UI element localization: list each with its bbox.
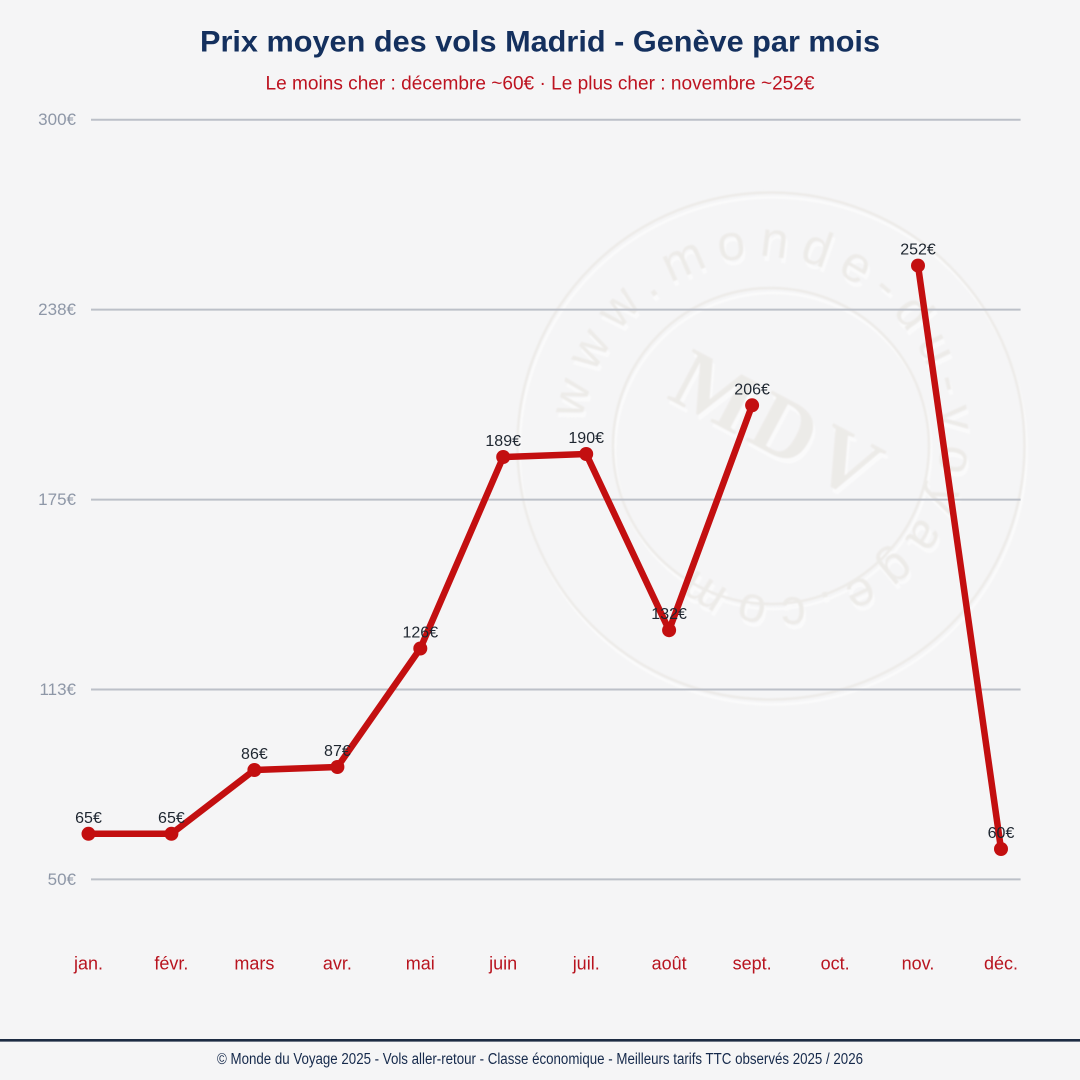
svg-text:© Monde du Voyage 2025 - Vols: © Monde du Voyage 2025 - Vols aller-reto…: [217, 1051, 863, 1068]
svg-text:Prix moyen des vols Madrid - G: Prix moyen des vols Madrid - Genève par …: [200, 26, 880, 59]
svg-text:87€: 87€: [324, 743, 351, 760]
svg-text:juil.: juil.: [572, 954, 600, 974]
svg-text:189€: 189€: [485, 433, 521, 450]
svg-text:190€: 190€: [568, 430, 604, 447]
svg-text:nov.: nov.: [902, 954, 935, 974]
svg-text:113€: 113€: [39, 680, 76, 699]
svg-text:252€: 252€: [900, 242, 936, 259]
svg-text:déc.: déc.: [984, 954, 1018, 974]
svg-text:oct.: oct.: [821, 954, 850, 974]
svg-text:86€: 86€: [241, 746, 268, 763]
svg-text:févr.: févr.: [154, 954, 188, 974]
svg-text:300€: 300€: [38, 110, 76, 129]
svg-text:206€: 206€: [734, 381, 770, 398]
svg-text:65€: 65€: [158, 810, 185, 827]
svg-text:jan.: jan.: [73, 954, 103, 974]
svg-text:175€: 175€: [38, 490, 76, 509]
svg-text:65€: 65€: [75, 810, 102, 827]
svg-text:avr.: avr.: [323, 954, 352, 974]
svg-text:Le moins cher : décembre ~60€: Le moins cher : décembre ~60€ · Le plus …: [266, 73, 815, 95]
svg-text:126€: 126€: [403, 625, 439, 642]
svg-text:août: août: [652, 954, 687, 974]
svg-text:238€: 238€: [38, 300, 76, 319]
svg-text:132€: 132€: [651, 606, 687, 623]
svg-text:mars: mars: [234, 954, 274, 974]
svg-text:60€: 60€: [988, 825, 1015, 842]
svg-text:juin: juin: [488, 954, 517, 974]
svg-text:sept.: sept.: [733, 954, 772, 974]
svg-text:mai: mai: [406, 954, 435, 974]
svg-text:50€: 50€: [48, 870, 77, 889]
